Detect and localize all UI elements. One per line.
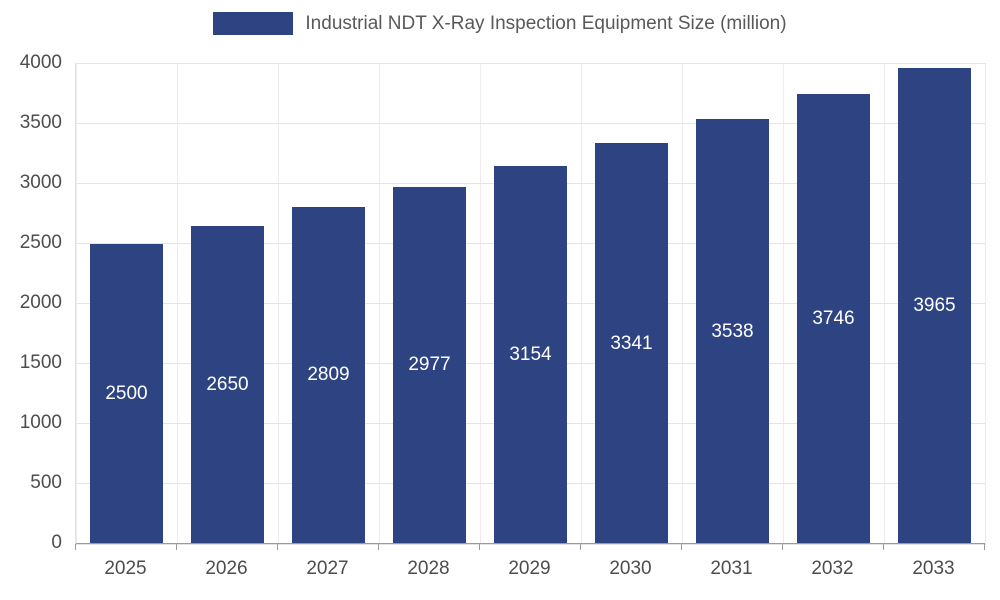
x-axis-tick — [277, 544, 278, 550]
y-tick-label: 2500 — [19, 232, 62, 253]
vertical-gridline — [783, 64, 784, 544]
legend[interactable]: Industrial NDT X-Ray Inspection Equipmen… — [0, 12, 1000, 35]
vertical-gridline — [681, 64, 683, 544]
legend-swatch-icon[interactable] — [213, 12, 294, 35]
bar-value-label: 3746 — [812, 308, 855, 330]
bar[interactable]: 3746 — [797, 94, 870, 544]
y-tick-label: 1000 — [19, 412, 62, 433]
bar[interactable]: 3538 — [696, 119, 769, 544]
bar-value-label: 3154 — [509, 343, 552, 365]
y-axis: 0 500 1000 1500 2000 2500 3000 3500 4000 — [0, 52, 68, 553]
bar-value-label: 3965 — [913, 295, 956, 317]
x-tick-label: 2029 — [508, 558, 551, 579]
bar-value-label: 3538 — [711, 320, 754, 342]
vertical-gridline — [581, 64, 582, 544]
x-tick-label: 2025 — [104, 558, 147, 579]
x-tick-label: 2026 — [205, 558, 248, 579]
x-axis-tick — [176, 544, 177, 550]
x-axis-tick — [377, 544, 379, 550]
vertical-gridline — [884, 64, 885, 544]
x-tick-label: 2033 — [912, 558, 955, 579]
bar[interactable]: 2500 — [90, 244, 163, 544]
y-tick-label: 2000 — [19, 292, 62, 313]
y-tick-label: 4000 — [19, 52, 62, 73]
x-tick-label: 2027 — [306, 558, 349, 579]
legend-label: Industrial NDT X-Ray Inspection Equipmen… — [305, 12, 787, 34]
x-axis-line — [76, 543, 985, 544]
vertical-gridline — [278, 64, 279, 544]
y-tick-label: 0 — [51, 532, 62, 553]
y-tick-label: 3000 — [19, 172, 62, 193]
x-tick-label: 2032 — [811, 558, 854, 579]
gridline — [76, 123, 985, 124]
vertical-gridline — [76, 64, 77, 544]
x-tick-label: 2031 — [710, 558, 753, 579]
x-tick-label: 2028 — [407, 558, 450, 579]
y-tick-label: 500 — [30, 472, 62, 493]
vertical-gridline — [480, 64, 481, 544]
bar-value-label: 2650 — [206, 374, 249, 395]
bar[interactable]: 3965 — [898, 68, 971, 544]
x-axis-tick — [883, 544, 884, 550]
vertical-gridline — [985, 64, 986, 544]
bar-value-label: 2809 — [307, 364, 350, 386]
x-axis-tick — [75, 544, 76, 550]
bar[interactable]: 3154 — [494, 165, 567, 544]
x-axis-tick — [580, 544, 581, 550]
gridline — [76, 63, 985, 64]
bar-value-label: 2977 — [408, 354, 451, 376]
y-tick-label: 3500 — [19, 112, 62, 133]
vertical-gridline — [378, 64, 380, 544]
x-axis-tick — [680, 544, 682, 550]
plot-area: 2500 2650 2809 2977 3154 3341 3538 3746 3965 — [75, 63, 986, 545]
bar[interactable]: 2977 — [393, 186, 466, 544]
x-axis-tick — [479, 544, 480, 550]
bar-value-label: 2500 — [105, 383, 148, 404]
x-tick-label: 2030 — [609, 558, 652, 579]
bar[interactable]: 2809 — [292, 206, 365, 544]
vertical-gridline — [177, 64, 178, 544]
x-axis-tick — [782, 544, 783, 550]
bar[interactable]: 2650 — [191, 226, 264, 544]
x-axis: 2025 2026 2027 2028 2029 2030 2031 2032 2033 — [75, 544, 985, 590]
x-axis-tick — [984, 544, 985, 550]
bar-value-label: 3341 — [610, 332, 653, 354]
y-tick-label: 1500 — [19, 352, 62, 373]
bar[interactable]: 3341 — [595, 143, 668, 544]
